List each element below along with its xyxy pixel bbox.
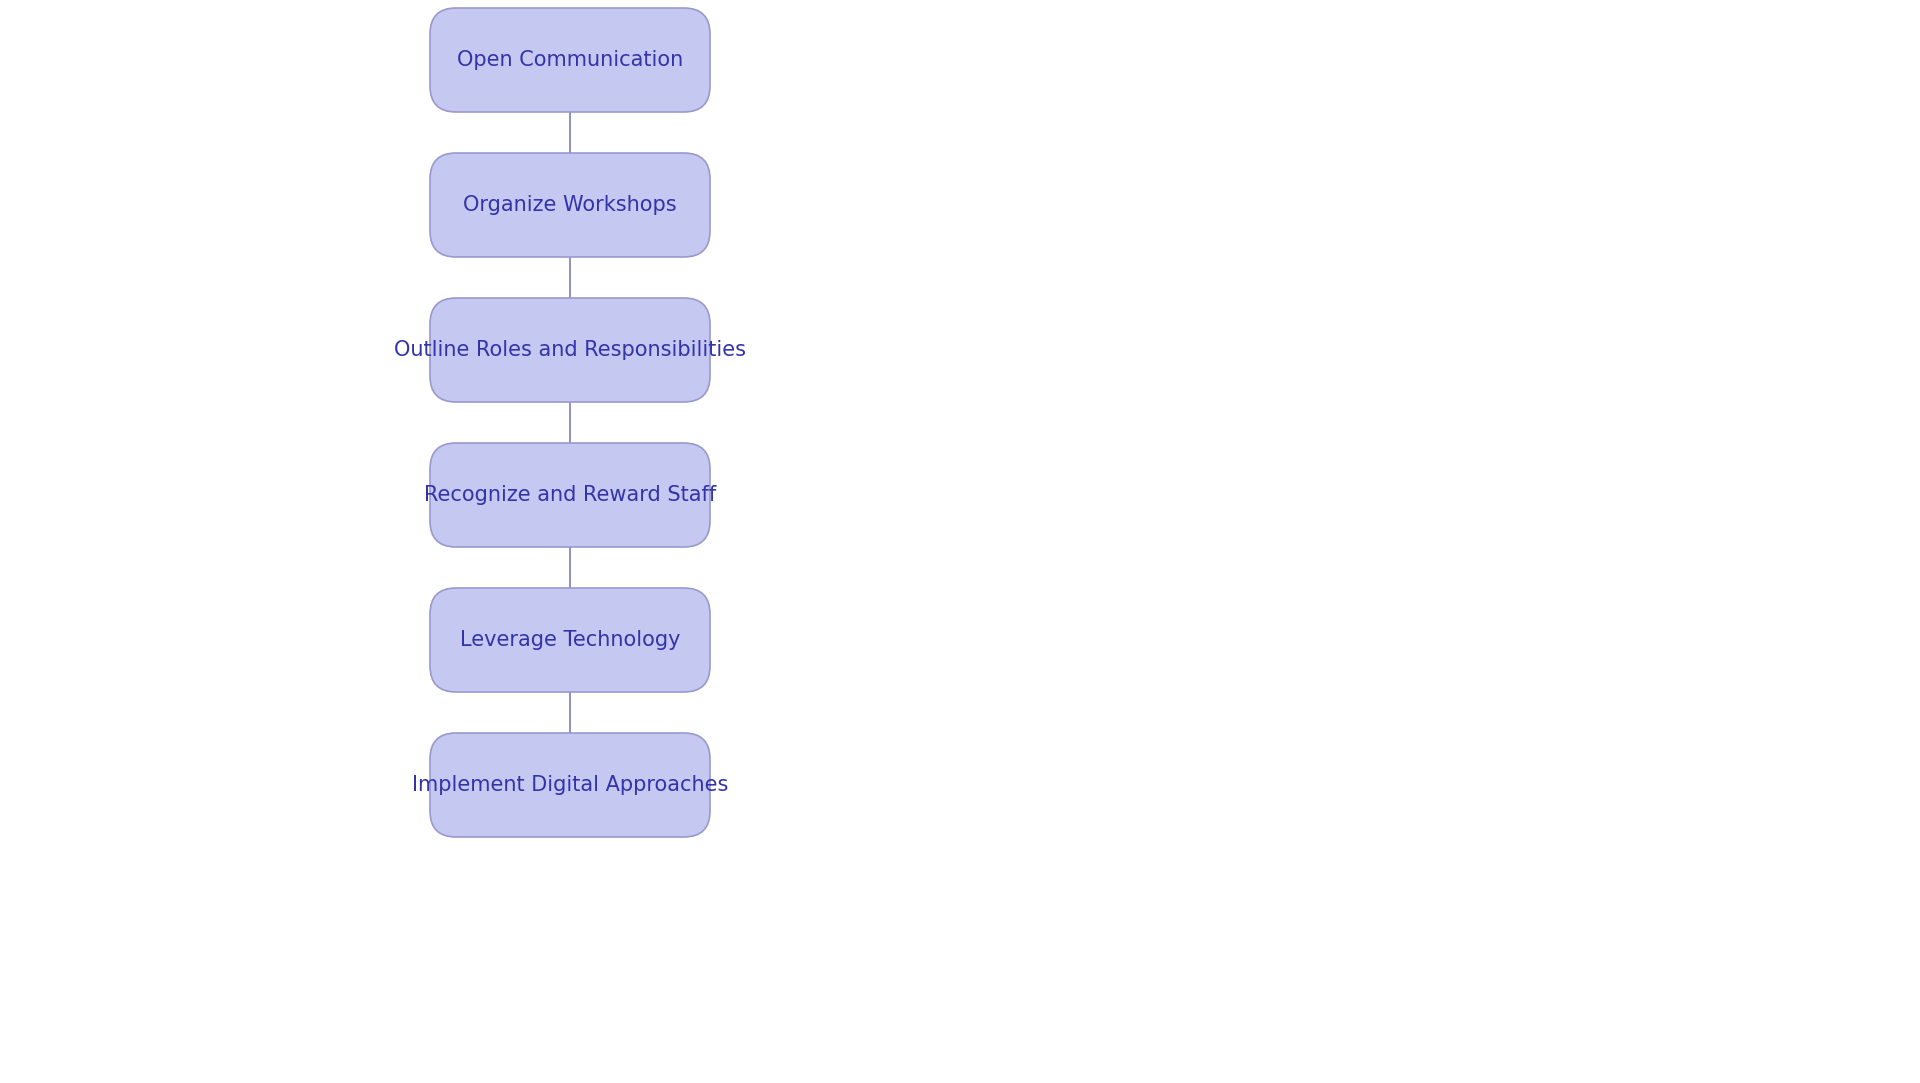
- FancyBboxPatch shape: [430, 588, 710, 692]
- Text: Leverage Technology: Leverage Technology: [459, 630, 680, 650]
- FancyBboxPatch shape: [430, 8, 710, 112]
- Text: Organize Workshops: Organize Workshops: [463, 195, 678, 216]
- FancyBboxPatch shape: [430, 298, 710, 402]
- Text: Outline Roles and Responsibilities: Outline Roles and Responsibilities: [394, 340, 747, 360]
- FancyBboxPatch shape: [430, 153, 710, 257]
- Text: Open Communication: Open Communication: [457, 50, 684, 70]
- FancyBboxPatch shape: [430, 733, 710, 837]
- Text: Recognize and Reward Staff: Recognize and Reward Staff: [424, 485, 716, 505]
- Text: Implement Digital Approaches: Implement Digital Approaches: [411, 775, 728, 795]
- FancyBboxPatch shape: [430, 443, 710, 547]
